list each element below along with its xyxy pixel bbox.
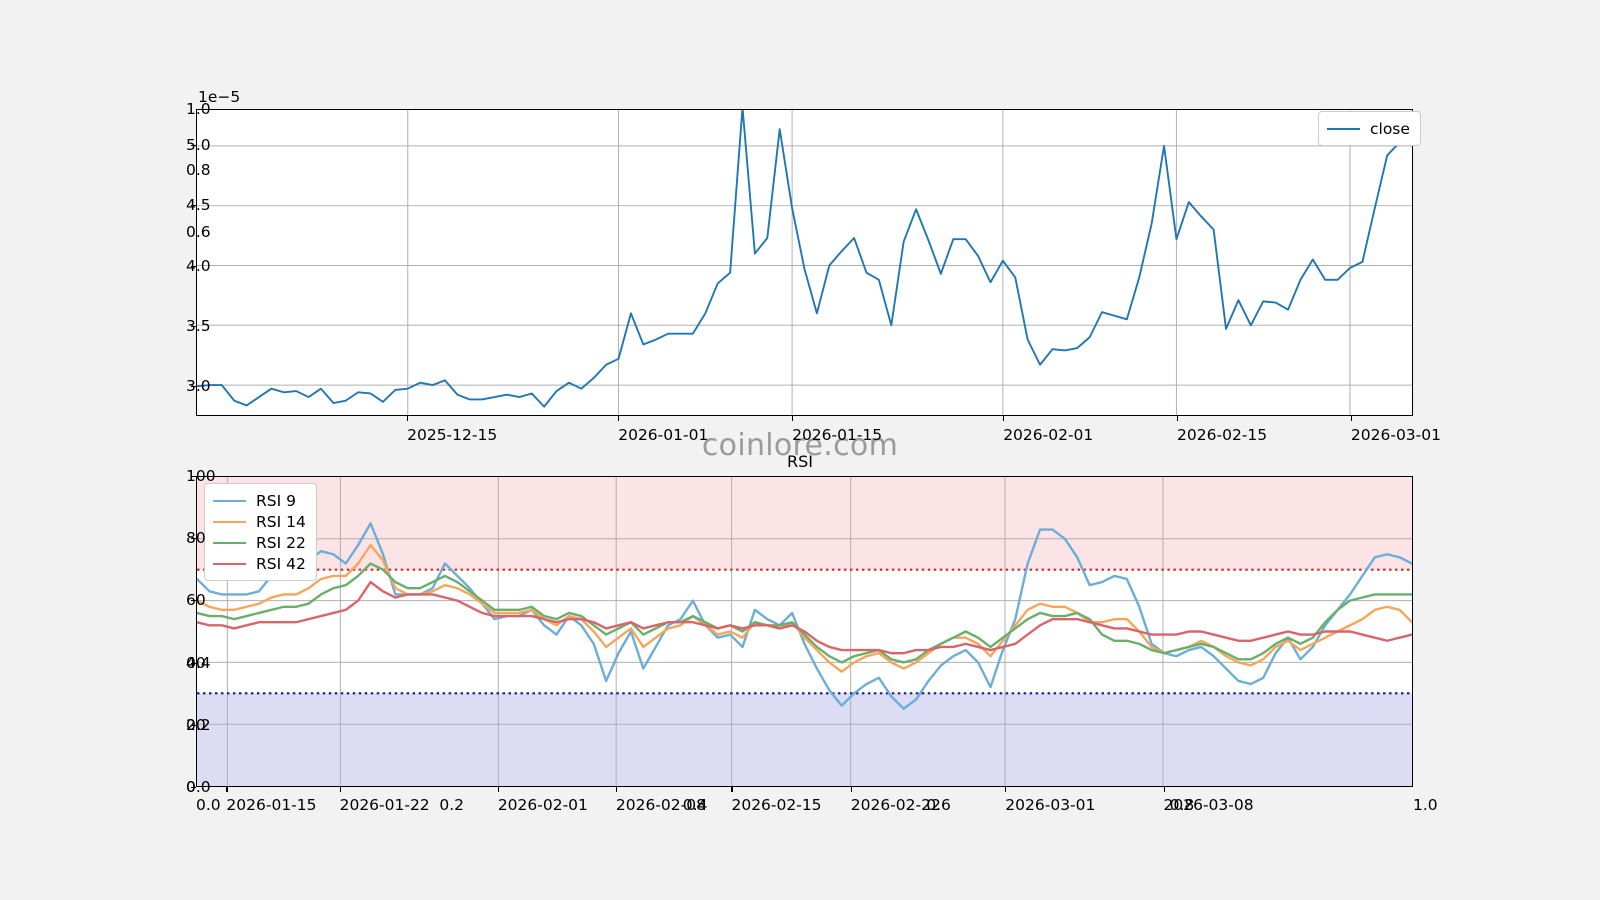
price-y-tickmark	[191, 145, 196, 147]
rsi-band-1	[197, 693, 1412, 786]
rsi-chart-plot	[197, 477, 1412, 786]
legend-line-swatch	[213, 499, 246, 502]
rsi-line-rsi-9	[197, 522, 1412, 710]
rsi-legend: RSI 9 RSI 14 RSI 22 RSI 42	[204, 483, 317, 581]
legend-label: close	[1370, 119, 1410, 138]
price-y-offset-text: 1e−5	[198, 88, 241, 106]
rsi-chart-title: RSI	[787, 452, 813, 471]
price-y-tickmark	[191, 265, 196, 267]
price-y-tickmark	[191, 325, 196, 327]
price-x-tickmark	[792, 416, 794, 421]
rsi-x-tickmark	[615, 787, 617, 792]
rsi-legend-item[interactable]: RSI 42	[213, 553, 306, 574]
rsi-y-tickmark	[191, 600, 196, 602]
rsi-legend-item[interactable]: RSI 22	[213, 532, 306, 553]
legend-label: RSI 22	[256, 533, 306, 552]
price-chart-plot	[197, 110, 1412, 415]
price-legend-item[interactable]: close	[1327, 118, 1410, 139]
rsi-x-tickmark	[497, 787, 499, 792]
rsi-x-tickmark	[850, 787, 852, 792]
rsi-y-tickmark	[191, 476, 196, 478]
rsi-line-rsi-22	[197, 562, 1412, 664]
legend-label: RSI 42	[256, 554, 306, 573]
price-x-tickmark	[1177, 416, 1179, 421]
price-chart-panel	[196, 109, 1413, 416]
rsi-y-tickmark	[191, 724, 196, 726]
rsi-line-rsi-42	[197, 580, 1412, 655]
rsi-x-tickmark	[1163, 787, 1165, 792]
rsi-x-tickmark	[731, 787, 733, 792]
rsi-y-tickmark	[191, 787, 196, 789]
price-y-tickmark	[191, 385, 196, 387]
price-x-tickmark	[407, 416, 409, 421]
rsi-x-tickmark	[226, 787, 228, 792]
legend-line-swatch	[1327, 127, 1360, 130]
price-x-tickmark	[1003, 416, 1005, 421]
price-x-tickmark	[1350, 416, 1352, 421]
rsi-x-tickmark	[339, 787, 341, 792]
legend-line-swatch	[213, 562, 246, 565]
price-y-tickmark	[191, 205, 196, 207]
rsi-legend-item[interactable]: RSI 9	[213, 490, 306, 511]
price-x-tickmark	[618, 416, 620, 421]
rsi-chart-panel	[196, 476, 1413, 787]
rsi-band-0	[197, 477, 1412, 570]
legend-label: RSI 14	[256, 512, 306, 531]
legend-line-swatch	[213, 541, 246, 544]
legend-label: RSI 9	[256, 491, 296, 510]
legend-line-swatch	[213, 520, 246, 523]
rsi-legend-item[interactable]: RSI 14	[213, 511, 306, 532]
price-legend: close	[1318, 111, 1421, 146]
rsi-y-tickmark	[191, 538, 196, 540]
rsi-x-tickmark	[1005, 787, 1007, 792]
rsi-y-tickmark	[191, 662, 196, 664]
